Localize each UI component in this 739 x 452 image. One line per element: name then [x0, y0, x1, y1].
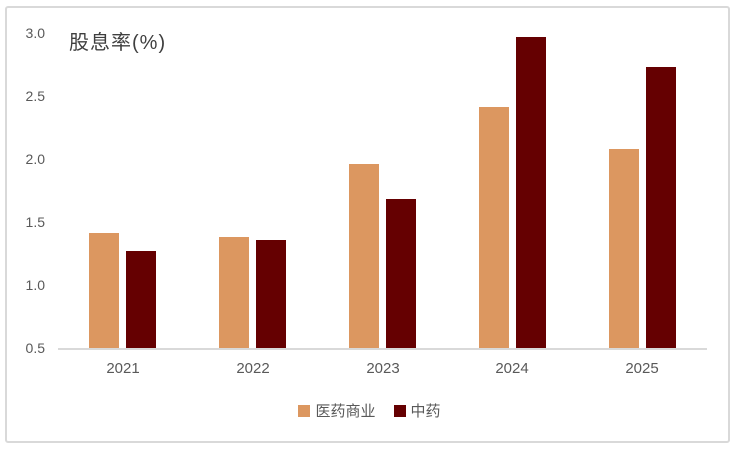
- legend-label: 医药商业: [315, 403, 376, 420]
- legend: 医药商业 中药: [0, 400, 739, 421]
- x-axis-category-label: 2022: [236, 360, 270, 377]
- legend-item: 中药: [393, 400, 441, 421]
- x-axis-category-label: 2023: [366, 360, 400, 377]
- bar-series-1: [349, 164, 379, 348]
- x-axis-category-label: 2025: [625, 360, 659, 377]
- x-axis-category-label: 2021: [106, 360, 140, 377]
- y-axis-tick-label: 1.0: [25, 277, 45, 293]
- bar-series-2: [386, 199, 416, 348]
- legend-swatch-icon: [393, 404, 406, 417]
- y-axis-tick-label: 2.5: [25, 88, 45, 104]
- y-axis-tick-label: 0.5: [25, 340, 45, 356]
- bar-series-1: [89, 233, 119, 348]
- legend-item: 医药商业: [298, 400, 376, 421]
- bar-series-1: [609, 149, 639, 348]
- bar-series-2: [646, 67, 676, 348]
- plot-area: [58, 33, 707, 350]
- legend-label: 中药: [410, 403, 441, 420]
- y-axis-tick-label: 2.0: [25, 151, 45, 167]
- bar-series-2: [256, 240, 286, 348]
- bar-series-2: [126, 251, 156, 348]
- bar-series-2: [516, 37, 546, 348]
- x-axis-category-label: 2024: [495, 360, 529, 377]
- y-axis-tick-label: 3.0: [25, 25, 45, 41]
- y-axis-tick-label: 1.5: [25, 214, 45, 230]
- chart-title: 股息率(%): [69, 32, 167, 54]
- bar-series-1: [219, 237, 249, 348]
- bar-series-1: [479, 107, 509, 348]
- legend-swatch-icon: [298, 404, 311, 417]
